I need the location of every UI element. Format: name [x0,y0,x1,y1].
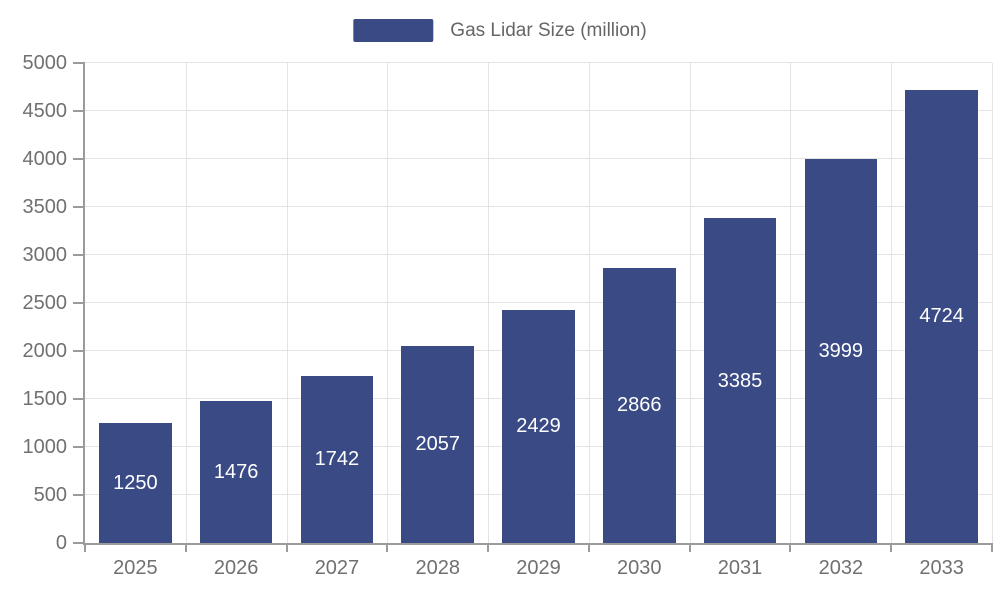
y-tick-label: 4000 [22,148,68,170]
bar[interactable]: 2057 [401,345,474,543]
x-tick-label: 2030 [617,557,662,579]
y-tick-label: 0 [55,532,67,554]
x-tick-label: 2032 [818,557,864,579]
bar[interactable]: 2866 [602,267,676,543]
x-axis-tick [991,543,993,552]
y-axis-tick [73,494,85,496]
bar-value-label: 3999 [818,340,864,363]
x-axis-tick [688,543,691,552]
y-tick-label: 1500 [22,388,68,410]
x-axis-line [83,543,992,545]
y-axis-tick [73,206,85,208]
y-tick-label: 1000 [22,436,68,458]
grid-line-x [185,63,187,543]
y-tick-label: 3000 [22,244,68,266]
grid-line-y [85,254,992,255]
x-axis-tick [386,543,389,552]
y-axis-tick [73,254,85,256]
y-tick-label: 3500 [22,196,68,218]
x-tick-label: 2031 [717,557,763,579]
x-axis-tick [890,543,893,552]
y-tick-label: 500 [33,484,67,506]
y-axis-tick [73,542,85,544]
bar[interactable]: 3385 [703,218,777,543]
x-axis-tick [184,543,187,552]
bar[interactable]: 3999 [804,159,878,543]
grid-line-x [588,63,590,543]
x-tick-label: 2028 [415,557,460,579]
grid-line-x [790,63,792,543]
legend[interactable]: Gas Lidar Size (million) [353,19,647,42]
x-axis-tick [587,543,590,552]
y-axis-tick [73,302,85,304]
x-tick-label: 2029 [516,557,561,579]
bar-value-label: 1476 [213,461,259,484]
grid-line-y [85,110,992,111]
grid-line-x [992,63,993,543]
bar-value-label: 3385 [717,369,763,392]
legend-swatch-icon [353,19,434,42]
y-axis-tick [73,62,85,64]
x-axis-tick [84,543,86,552]
y-tick-label: 2000 [22,340,68,362]
y-axis-tick [73,110,85,112]
grid-line-x [286,63,288,543]
bar-value-label: 2429 [516,415,561,438]
y-axis-tick [73,158,85,160]
x-axis-tick [487,543,490,552]
x-tick-label: 2026 [213,557,259,579]
x-tick-label: 2033 [919,557,964,579]
y-axis-tick [73,350,85,352]
bar-value-label: 2057 [415,433,460,456]
bar[interactable]: 1476 [199,401,273,543]
bar-value-label: 1742 [314,448,360,471]
y-tick-label: 5000 [22,52,68,74]
y-axis-tick [73,446,85,448]
grid-line-y [85,158,992,159]
legend-label: Gas Lidar Size (million) [450,20,647,41]
bar[interactable]: 1250 [99,423,172,543]
bar-value-label: 1250 [113,472,158,494]
y-tick-label: 4500 [22,100,68,122]
grid-line-x [488,63,490,543]
x-axis-tick [285,543,288,552]
bar[interactable]: 4724 [905,89,978,543]
bar-value-label: 2866 [617,394,662,417]
y-tick-label: 2500 [22,292,68,314]
bar-value-label: 4724 [919,305,964,328]
grid-line-y [85,62,992,63]
x-axis-tick [789,543,792,552]
x-tick-label: 2025 [113,557,158,579]
grid-line-x [387,63,389,543]
grid-line-x [689,63,691,543]
grid-line-y [85,206,992,207]
bar[interactable]: 1742 [300,375,374,543]
grid-line-y [85,302,992,303]
grid-line-x [891,63,893,543]
bar[interactable]: 2429 [502,309,575,543]
plot-area: 1250 1476 1742 2057 2429 2866 3385 3999 4724 0 50… [23,53,993,578]
y-axis-tick [73,398,85,400]
x-tick-label: 2027 [314,557,360,579]
